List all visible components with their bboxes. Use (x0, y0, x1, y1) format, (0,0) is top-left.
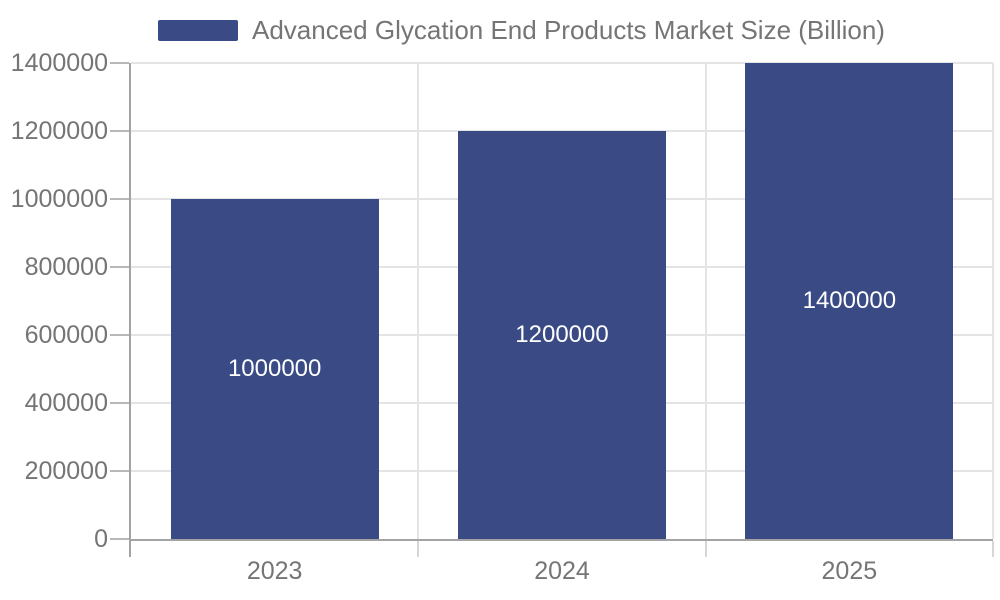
bar-2024[interactable]: 1200000 (458, 131, 666, 539)
legend[interactable]: Advanced Glycation End Products Market S… (158, 15, 885, 45)
x-gridline (417, 63, 420, 539)
y-axis-label: 0 (94, 525, 108, 553)
x-gridline (704, 63, 707, 539)
y-axis-label: 600000 (24, 321, 108, 349)
bar-2025[interactable]: 1400000 (745, 63, 954, 539)
y-axis-tick (110, 538, 129, 540)
bar-value-label: 1000000 (227, 355, 322, 382)
x-axis-tick (704, 541, 707, 557)
y-axis-label: 800000 (24, 253, 108, 281)
y-axis-tick (110, 130, 129, 132)
x-gridline (992, 63, 994, 539)
x-axis-label-2023: 2023 (246, 557, 303, 585)
y-axis-tick (110, 470, 129, 472)
y-axis-tick (110, 198, 129, 200)
y-axis-label: 200000 (24, 457, 108, 485)
y-axis-label: 400000 (24, 389, 108, 417)
y-axis-label: 1000000 (10, 185, 108, 213)
y-gridline (131, 62, 993, 64)
y-axis-label: 1200000 (10, 117, 108, 145)
y-axis-tick (110, 62, 129, 64)
y-axis-tick (110, 266, 129, 268)
legend-swatch (158, 19, 238, 41)
y-axis-line (129, 63, 131, 557)
x-axis-tick (992, 541, 994, 557)
legend-label: Advanced Glycation End Products Market S… (252, 15, 885, 45)
x-axis-tick (417, 541, 420, 557)
y-axis-label: 1400000 (10, 49, 108, 77)
y-axis-tick (110, 334, 129, 336)
x-axis-label-2024: 2024 (534, 557, 590, 585)
bar-value-label: 1400000 (802, 287, 897, 314)
y-axis-tick (110, 402, 129, 404)
x-axis-line (129, 539, 993, 541)
x-axis-label-2025: 2025 (821, 557, 878, 585)
bar-value-label: 1200000 (515, 321, 609, 348)
plot-area: 1000000 1200000 1400000 (110, 62, 994, 557)
bar-2023[interactable]: 1000000 (170, 199, 379, 539)
